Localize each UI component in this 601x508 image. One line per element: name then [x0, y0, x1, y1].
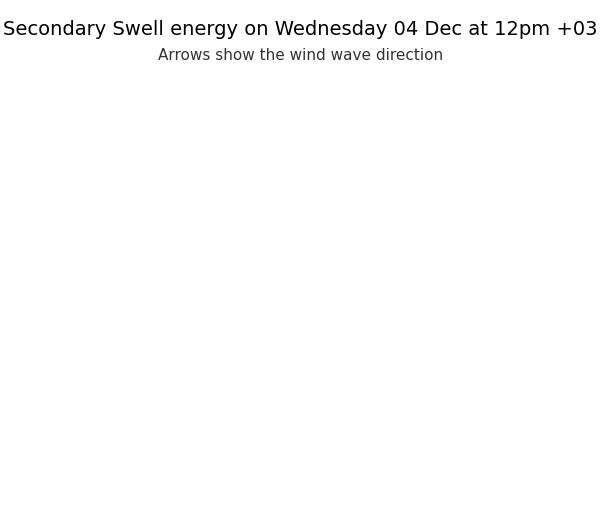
Text: Arrows show the wind wave direction: Arrows show the wind wave direction [158, 48, 443, 64]
Text: Secondary Swell energy on Wednesday 04 Dec at 12pm +03: Secondary Swell energy on Wednesday 04 D… [3, 20, 598, 39]
